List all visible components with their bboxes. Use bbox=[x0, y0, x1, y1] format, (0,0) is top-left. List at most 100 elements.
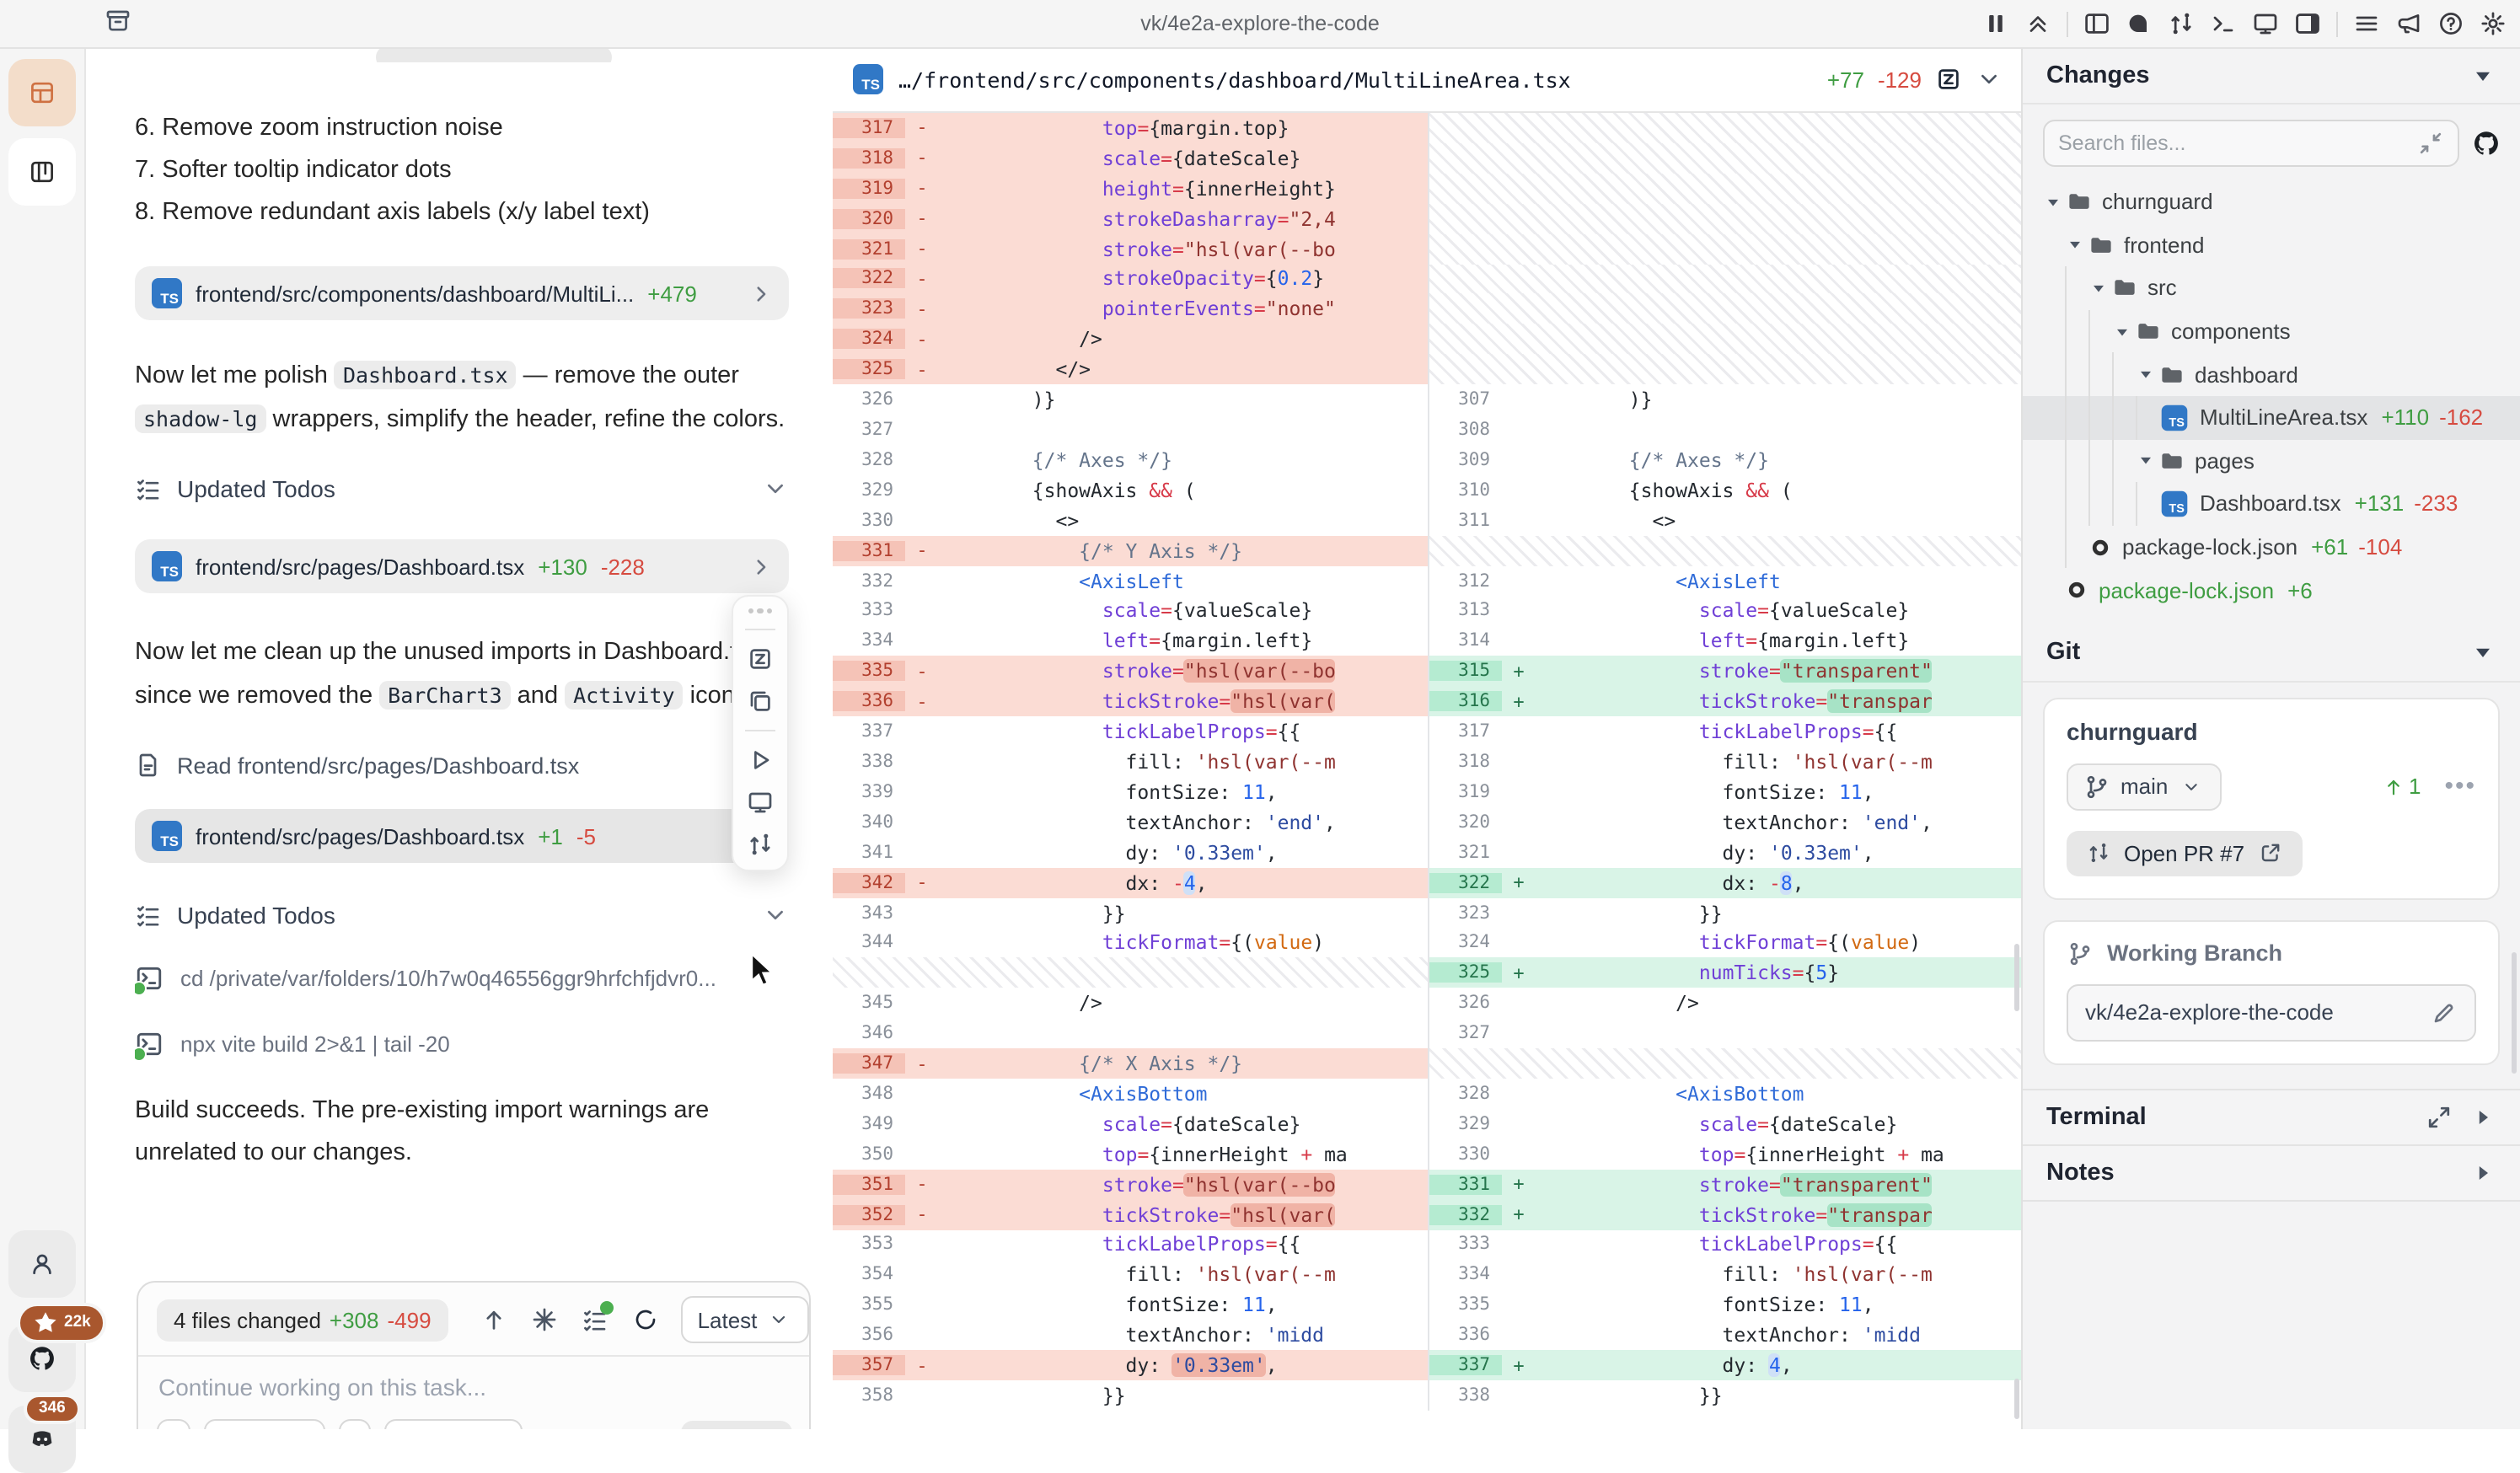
diff-code-line[interactable]: 338 }} bbox=[1428, 1380, 2023, 1411]
line-number[interactable]: 351 bbox=[833, 1174, 905, 1194]
line-number[interactable]: 316 bbox=[1429, 691, 1502, 711]
line-number[interactable]: 315 bbox=[1429, 662, 1502, 682]
line-number[interactable]: 333 bbox=[1429, 1235, 1502, 1255]
terminal-command-row[interactable]: npx vite build 2>&1 | tail -20 bbox=[135, 1023, 789, 1063]
sidebar-item-workspace[interactable] bbox=[8, 59, 76, 126]
line-number[interactable]: 330 bbox=[1429, 1144, 1502, 1165]
play-icon[interactable] bbox=[747, 747, 774, 774]
line-number[interactable]: 357 bbox=[833, 1355, 905, 1375]
diff-code-line[interactable]: 317- top={margin.top} bbox=[833, 113, 1428, 143]
monitor-icon[interactable] bbox=[2252, 10, 2279, 37]
diff-code-line[interactable]: 346 bbox=[833, 1018, 1428, 1048]
updated-todos-row[interactable]: Updated Todos bbox=[135, 469, 789, 509]
line-number[interactable]: 308 bbox=[1429, 420, 1502, 440]
diff-code-line[interactable]: 307 )} bbox=[1428, 384, 2023, 415]
model-dropdown[interactable]: Opus bbox=[203, 1419, 324, 1429]
tree-folder-row[interactable]: pages bbox=[2023, 439, 2520, 482]
diff-code-line[interactable]: 324 tickFormat={(value) bbox=[1428, 928, 2023, 958]
terminal-command-row[interactable]: cd /private/var/folders/10/h7w0q46556ggr… bbox=[135, 957, 789, 998]
panel-right-icon[interactable] bbox=[2294, 10, 2321, 37]
line-number[interactable]: 319 bbox=[833, 179, 905, 199]
diff-code-line[interactable]: 320 textAnchor: 'end', bbox=[1428, 807, 2023, 838]
open-pr-button[interactable]: Open PR #7 bbox=[2067, 831, 2302, 876]
line-number[interactable]: 323 bbox=[1429, 903, 1502, 923]
line-number[interactable]: 340 bbox=[833, 812, 905, 833]
line-number[interactable]: 358 bbox=[833, 1385, 905, 1406]
line-number[interactable]: 320 bbox=[1429, 812, 1502, 833]
diff-code-line[interactable]: 323- pointerEvents="none" bbox=[833, 294, 1428, 324]
line-number[interactable]: 327 bbox=[833, 420, 905, 440]
diff-scrollbar-thumb[interactable] bbox=[2013, 944, 2019, 1011]
menu-icon[interactable] bbox=[2353, 10, 2380, 37]
scroll-to-top-icon[interactable] bbox=[480, 1306, 507, 1333]
diff-code-line[interactable]: 342- dx: -4, bbox=[833, 867, 1428, 897]
line-number[interactable]: 329 bbox=[1429, 1114, 1502, 1134]
triangle-down-icon[interactable] bbox=[2136, 451, 2159, 471]
tree-folder-row[interactable]: churnguard bbox=[2023, 180, 2520, 223]
line-number[interactable]: 329 bbox=[833, 480, 905, 501]
diff-code-line[interactable]: 319 fontSize: 11, bbox=[1428, 777, 2023, 807]
file-diff-chip[interactable]: TSfrontend/src/pages/Dashboard.tsx+130-2… bbox=[135, 539, 789, 593]
line-number[interactable]: 318 bbox=[833, 148, 905, 169]
line-number[interactable]: 332 bbox=[833, 570, 905, 591]
diff-code-line[interactable]: 343 }} bbox=[833, 897, 1428, 928]
diff-code-line[interactable]: 321- stroke="hsl(var(--bo bbox=[833, 233, 1428, 264]
diff-code-line[interactable]: 331+ stroke="transparent" bbox=[1428, 1169, 2023, 1199]
triangle-down-icon[interactable] bbox=[2065, 235, 2088, 255]
line-number[interactable]: 311 bbox=[1429, 510, 1502, 530]
diff-code-line[interactable]: 339 fontSize: 11, bbox=[833, 777, 1428, 807]
diff-code-line[interactable]: 340 textAnchor: 'end', bbox=[833, 807, 1428, 838]
diff-code-line[interactable]: 341 dy: '0.33em', bbox=[833, 838, 1428, 868]
terminal-section-header[interactable]: Terminal bbox=[2023, 1089, 2520, 1146]
line-number[interactable]: 334 bbox=[1429, 1265, 1502, 1285]
file-diff-chip[interactable]: TSfrontend/src/pages/Dashboard.tsx+1-5 bbox=[135, 809, 789, 863]
diff-code-line[interactable]: 328 {/* Axes */} bbox=[833, 445, 1428, 475]
diff-code-line[interactable]: 335- stroke="hsl(var(--bo bbox=[833, 656, 1428, 687]
line-number[interactable]: 335 bbox=[833, 662, 905, 682]
tree-file-row[interactable]: TSMultiLineArea.tsx+110-162 bbox=[2023, 396, 2520, 439]
diff-code-line[interactable]: 325+ numTicks={5} bbox=[1428, 958, 2023, 988]
chat-bubble-icon[interactable] bbox=[2126, 10, 2153, 37]
working-branch-input[interactable]: vk/4e2a-explore-the-code bbox=[2067, 984, 2476, 1042]
diff-code-line[interactable]: 324- /> bbox=[833, 324, 1428, 355]
line-number[interactable]: 350 bbox=[833, 1144, 905, 1165]
diff-code-line[interactable]: 333 scale={valueScale} bbox=[833, 596, 1428, 626]
changes-section-header[interactable]: Changes bbox=[2023, 47, 2520, 104]
megaphone-icon[interactable] bbox=[2395, 10, 2422, 37]
line-number[interactable]: 310 bbox=[1429, 480, 1502, 501]
tree-folder-row[interactable]: dashboard bbox=[2023, 353, 2520, 396]
diff-code-line[interactable]: 308 bbox=[1428, 415, 2023, 445]
line-number[interactable]: 321 bbox=[1429, 842, 1502, 862]
line-number[interactable]: 321 bbox=[833, 238, 905, 259]
line-number[interactable]: 322 bbox=[833, 269, 905, 289]
line-number[interactable]: 317 bbox=[1429, 721, 1502, 742]
diff-code-line[interactable]: 312 <AxisLeft bbox=[1428, 565, 2023, 596]
line-number[interactable]: 355 bbox=[833, 1295, 905, 1315]
gear-icon[interactable] bbox=[2480, 10, 2507, 37]
line-number[interactable]: 331 bbox=[1429, 1174, 1502, 1194]
line-number[interactable]: 328 bbox=[1429, 1084, 1502, 1104]
diff-code-line[interactable]: 318 fill: 'hsl(var(--m bbox=[1428, 747, 2023, 777]
search-files-input[interactable]: Search files... bbox=[2043, 120, 2459, 167]
line-number[interactable]: 348 bbox=[833, 1084, 905, 1104]
diff-code-line[interactable]: 309 {/* Axes */} bbox=[1428, 445, 2023, 475]
diff-code-line[interactable]: 317 tickLabelProps={{ bbox=[1428, 716, 2023, 747]
line-number[interactable]: 330 bbox=[833, 510, 905, 530]
latest-dropdown[interactable]: Latest bbox=[681, 1296, 810, 1343]
diff-code-line[interactable]: 320- strokeDasharray="2,4 bbox=[833, 203, 1428, 233]
stamp-icon[interactable] bbox=[1935, 66, 1962, 93]
line-number[interactable]: 325 bbox=[833, 359, 905, 379]
triangle-down-icon[interactable] bbox=[2136, 364, 2159, 384]
line-number[interactable]: 320 bbox=[833, 208, 905, 228]
line-number[interactable]: 326 bbox=[833, 389, 905, 410]
diff-code-line[interactable]: 337 tickLabelProps={{ bbox=[833, 716, 1428, 747]
diff-code-line[interactable]: 344 tickFormat={(value) bbox=[833, 928, 1428, 958]
diff-code-line[interactable]: 313 scale={valueScale} bbox=[1428, 596, 2023, 626]
terminal-icon[interactable] bbox=[2210, 10, 2237, 37]
diff-code-line[interactable]: 334 fill: 'hsl(var(--m bbox=[1428, 1260, 2023, 1290]
line-number[interactable]: 347 bbox=[833, 1053, 905, 1074]
diff-code-line[interactable]: 327 bbox=[1428, 1018, 2023, 1048]
collapse-tree-icon[interactable] bbox=[2417, 130, 2444, 157]
diff-code-line[interactable]: 322- strokeOpacity={0.2} bbox=[833, 264, 1428, 294]
triangle-down-icon[interactable] bbox=[2088, 278, 2112, 298]
